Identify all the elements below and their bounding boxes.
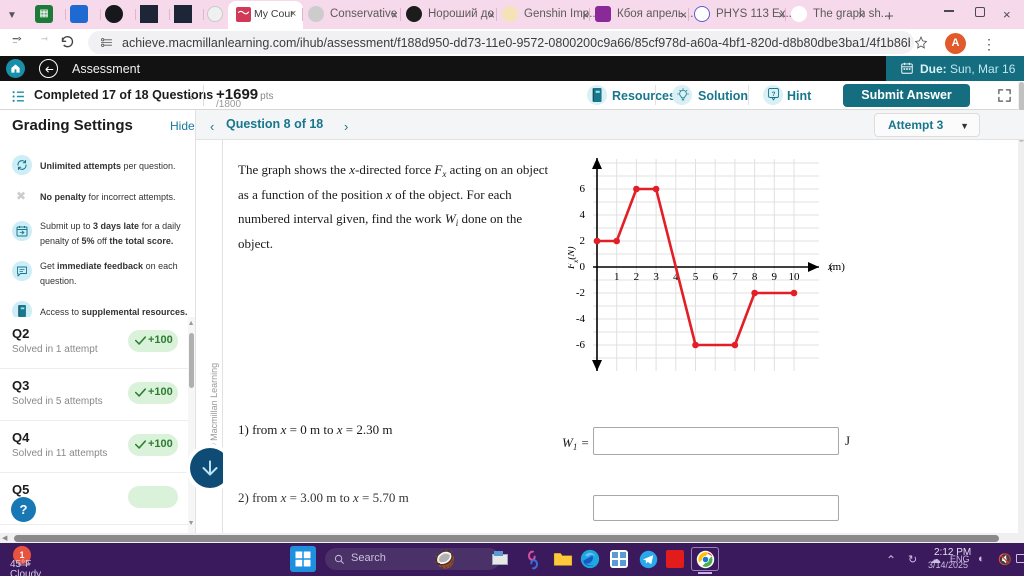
svg-text:-6: -6 [576, 339, 586, 351]
svg-text:-2: -2 [576, 287, 585, 299]
svg-text:4: 4 [580, 209, 586, 221]
svg-text:Fx(N): Fx(N) [568, 246, 580, 270]
svg-text:10: 10 [789, 271, 801, 283]
svg-text:9: 9 [772, 271, 778, 283]
svg-text:-4: -4 [576, 313, 586, 325]
svg-text:2: 2 [634, 271, 640, 283]
svg-text:0: 0 [580, 261, 586, 273]
svg-text:6: 6 [712, 271, 718, 283]
svg-text:(m): (m) [829, 261, 845, 273]
svg-text:8: 8 [752, 271, 758, 283]
svg-text:3: 3 [653, 271, 659, 283]
svg-text:7: 7 [732, 271, 738, 283]
svg-text:1: 1 [614, 271, 620, 283]
svg-text:2: 2 [580, 235, 586, 247]
svg-text:5: 5 [693, 271, 699, 283]
svg-text:?: ? [772, 91, 776, 98]
svg-text:6: 6 [580, 183, 586, 195]
